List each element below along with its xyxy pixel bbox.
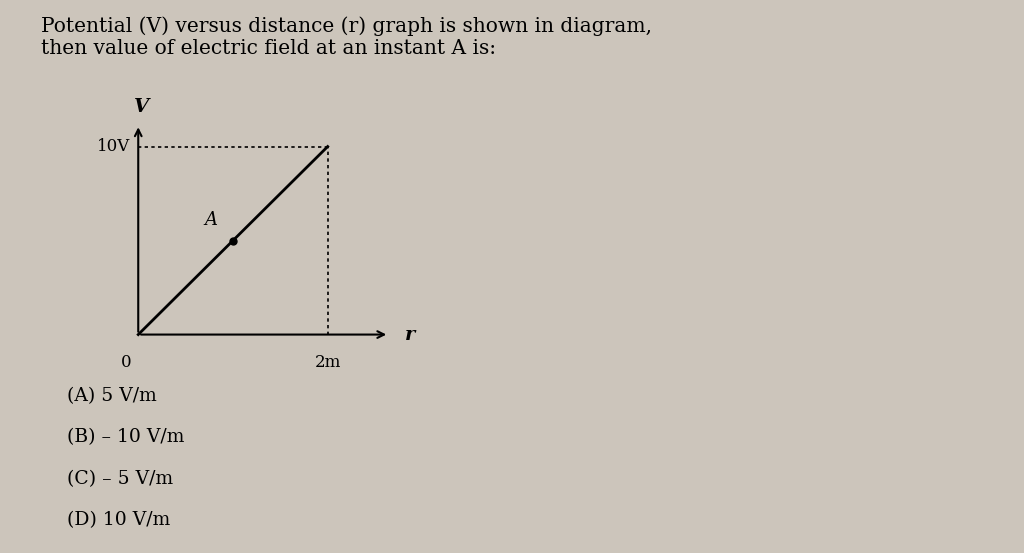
Text: r: r <box>404 326 415 343</box>
Text: (C) – 5 V/m: (C) – 5 V/m <box>67 470 173 488</box>
Text: 0: 0 <box>121 354 131 371</box>
Text: 10V: 10V <box>97 138 130 155</box>
Text: (B) – 10 V/m: (B) – 10 V/m <box>67 429 184 447</box>
Text: Potential (V) versus distance (r) graph is shown in diagram,
then value of elect: Potential (V) versus distance (r) graph … <box>41 17 652 58</box>
Text: A: A <box>204 211 217 229</box>
Text: (A) 5 V/m: (A) 5 V/m <box>67 387 157 405</box>
Text: 2m: 2m <box>314 354 341 371</box>
Text: V: V <box>134 98 148 116</box>
Text: (D) 10 V/m: (D) 10 V/m <box>67 512 170 530</box>
